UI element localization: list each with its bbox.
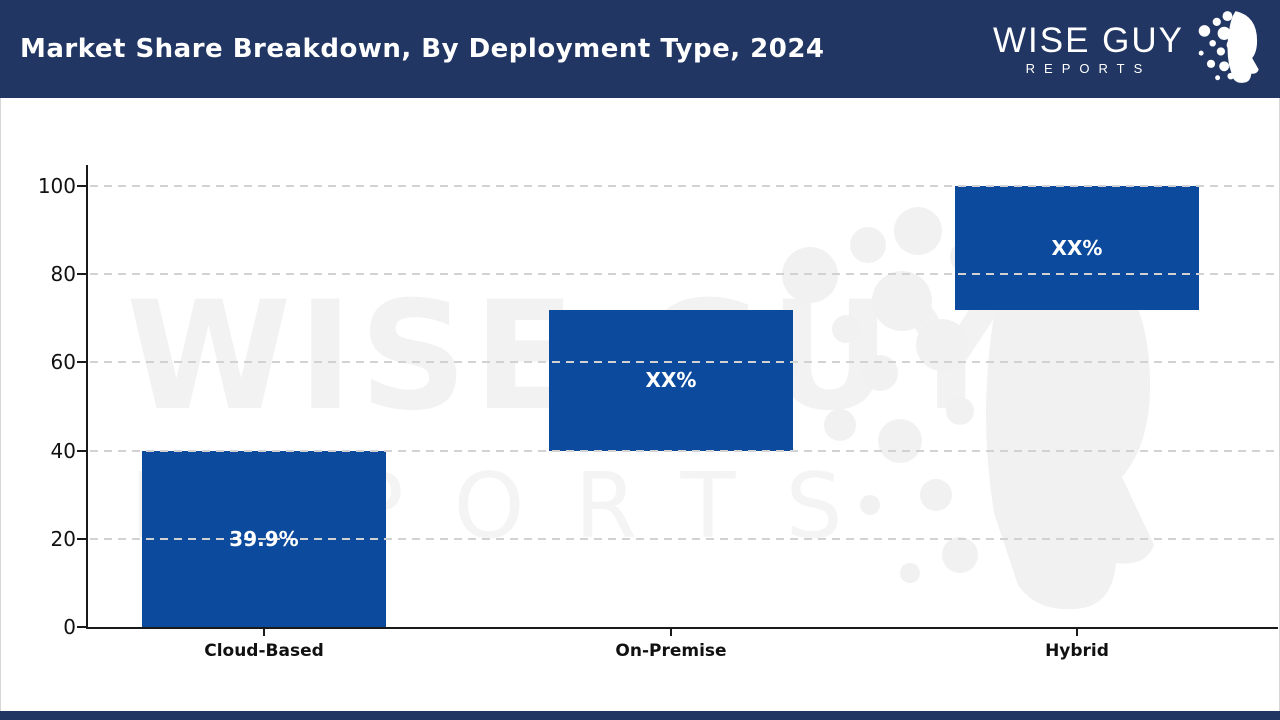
y-tick-label-100: 100 (37, 174, 76, 198)
brand-tagline: REPORTS (1025, 61, 1152, 76)
y-axis-tick-80 (77, 273, 86, 276)
y-tick-label-60: 60 (50, 350, 76, 375)
watermark-head-icon (780, 207, 1154, 610)
x-axis-tick-cloud-based (263, 629, 265, 636)
y-axis-tick-60 (77, 361, 86, 364)
gridline-20 (90, 537, 1278, 540)
y-axis-tick-100 (77, 185, 86, 187)
bar-hybrid (955, 186, 1199, 310)
bar-on-premise (549, 309, 793, 452)
x-axis-line (86, 627, 1278, 629)
x-axis-label-cloud-based: Cloud-Based (204, 641, 324, 661)
gridline-80 (90, 273, 1278, 276)
bar-value-label-hybrid: XX% (1051, 235, 1103, 260)
x-axis-tick-hybrid (1076, 629, 1078, 636)
y-tick-label-40: 40 (50, 438, 76, 463)
y-axis-tick-0 (77, 626, 86, 628)
gridline-40 (90, 449, 1278, 452)
x-axis-tick-on-premise (670, 629, 672, 636)
bar-value-label-cloud-based: 39.9% (229, 527, 299, 552)
header-bar: Market Share Breakdown, By Deployment Ty… (0, 0, 1280, 98)
y-axis-line (86, 165, 88, 629)
brand-logo: WISE GUY REPORTS (993, 6, 1262, 92)
y-axis-tick-20 (77, 537, 86, 540)
bar-value-label-on-premise: XX% (645, 368, 697, 393)
brand-wordmark: WISE GUY (992, 21, 1184, 60)
y-tick-label-0: 0 (63, 615, 76, 639)
gridline-60 (90, 361, 1278, 364)
gridline-100 (90, 185, 1278, 187)
y-tick-label-80: 80 (50, 262, 76, 287)
x-axis-label-on-premise: On-Premise (615, 641, 727, 661)
x-axis-label-hybrid: Hybrid (1045, 641, 1109, 661)
chart-title: Market Share Breakdown, By Deployment Ty… (20, 34, 825, 64)
brand-head-icon (1198, 11, 1259, 83)
y-tick-label-20: 20 (50, 526, 76, 551)
y-axis-tick-40 (77, 449, 86, 452)
footer-bar (0, 711, 1280, 720)
brand-logo-text: WISE GUY REPORTS (993, 23, 1184, 75)
